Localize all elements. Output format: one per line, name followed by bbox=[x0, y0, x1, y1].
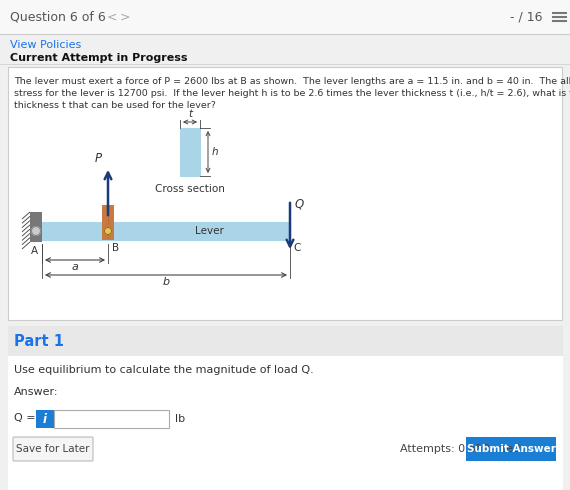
Bar bbox=[8, 356, 562, 490]
Text: Save for Later: Save for Later bbox=[17, 444, 89, 454]
Text: Q: Q bbox=[295, 197, 304, 211]
Text: P: P bbox=[95, 152, 102, 165]
Text: B: B bbox=[112, 243, 119, 253]
Circle shape bbox=[31, 226, 40, 236]
Bar bbox=[54, 410, 169, 428]
Text: - / 16: - / 16 bbox=[510, 10, 543, 24]
Text: Q =: Q = bbox=[14, 413, 35, 423]
Text: Part 1: Part 1 bbox=[14, 334, 64, 348]
Text: C: C bbox=[293, 243, 300, 253]
Text: Submit Answer: Submit Answer bbox=[467, 444, 555, 454]
Bar bbox=[466, 437, 556, 461]
Text: Attempts: 0 of 3 used: Attempts: 0 of 3 used bbox=[400, 444, 520, 454]
Text: >: > bbox=[120, 10, 131, 24]
FancyBboxPatch shape bbox=[13, 437, 93, 461]
Text: b: b bbox=[162, 277, 169, 287]
Text: <: < bbox=[107, 10, 117, 24]
Text: lb: lb bbox=[175, 414, 185, 424]
Text: A: A bbox=[30, 246, 38, 256]
Text: View Policies: View Policies bbox=[10, 40, 82, 50]
Text: t: t bbox=[188, 109, 192, 119]
Text: Lever: Lever bbox=[194, 226, 223, 236]
Bar bbox=[102, 205, 114, 240]
Text: thickness t that can be used for the lever?: thickness t that can be used for the lev… bbox=[14, 101, 216, 110]
Text: stress for the lever is 12700 psi.  If the lever height h is to be 2.6 times the: stress for the lever is 12700 psi. If th… bbox=[14, 89, 570, 98]
Bar bbox=[180, 128, 200, 176]
Text: i: i bbox=[43, 413, 47, 425]
Bar bbox=[36, 410, 54, 428]
Text: Answer:: Answer: bbox=[14, 387, 59, 397]
Bar bbox=[8, 326, 562, 356]
Bar bbox=[42, 222, 290, 240]
Bar bbox=[30, 212, 42, 242]
Text: h: h bbox=[212, 147, 219, 157]
Circle shape bbox=[104, 227, 112, 235]
Text: The lever must exert a force of P = 2600 lbs at B as shown.  The lever lengths a: The lever must exert a force of P = 2600… bbox=[14, 77, 570, 86]
Text: Use equilibrium to calculate the magnitude of load Q.: Use equilibrium to calculate the magnitu… bbox=[14, 365, 314, 375]
Text: a: a bbox=[72, 262, 79, 272]
Bar bbox=[8, 67, 562, 320]
Text: Question 6 of 6: Question 6 of 6 bbox=[10, 10, 106, 24]
Text: Cross section: Cross section bbox=[155, 184, 225, 194]
Text: Current Attempt in Progress: Current Attempt in Progress bbox=[10, 53, 188, 63]
Bar bbox=[0, 0, 570, 34]
